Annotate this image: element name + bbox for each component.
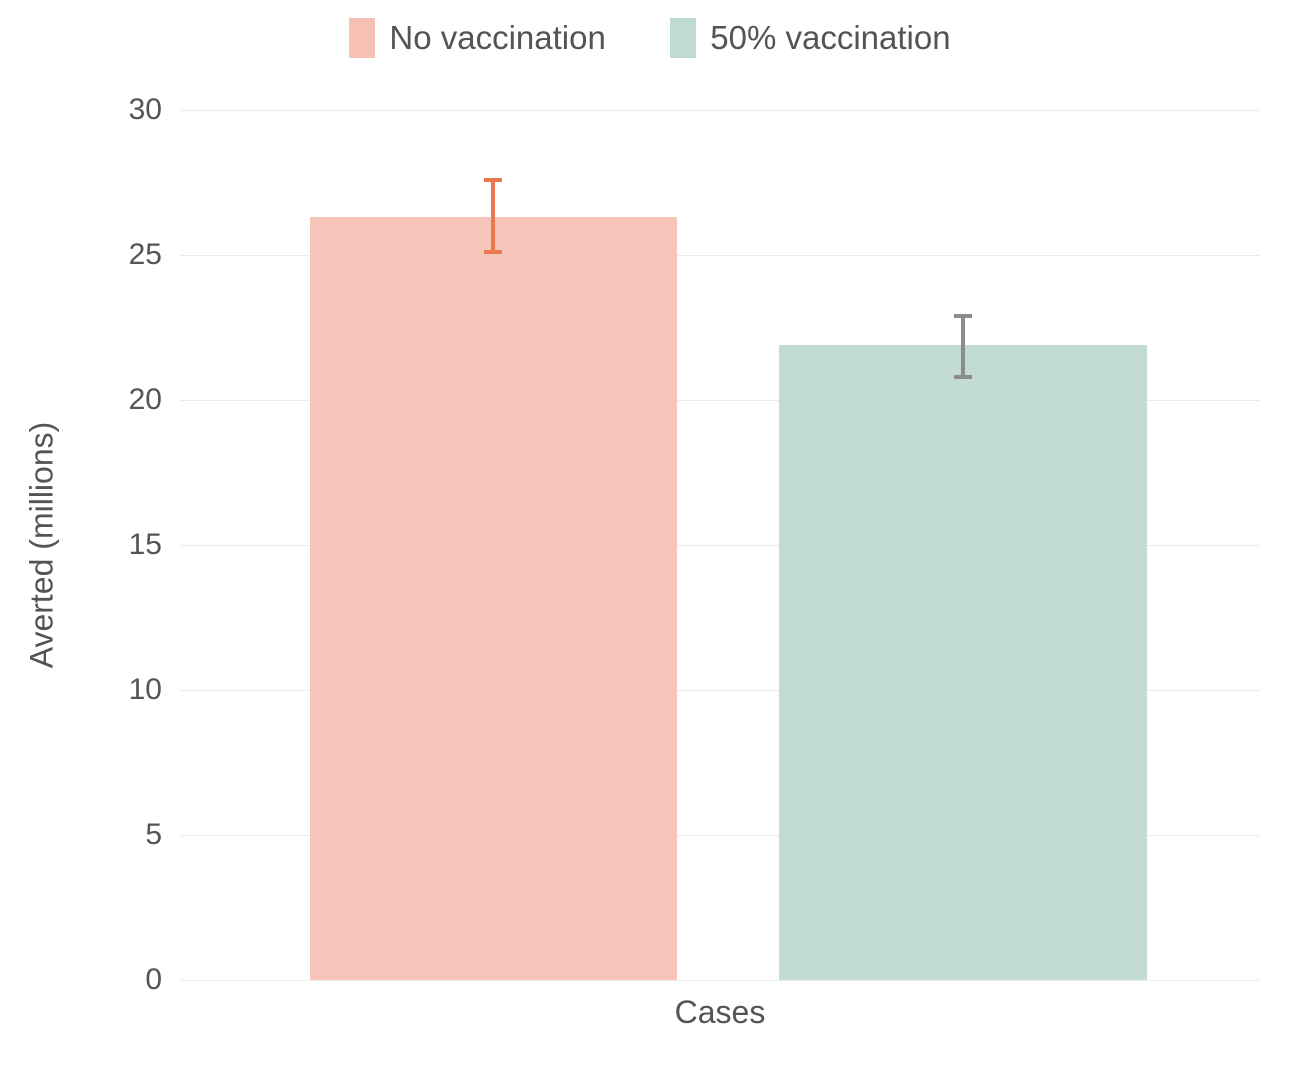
- legend-swatch-icon: [670, 18, 696, 58]
- plot-area: 051015202530Cases: [180, 110, 1260, 980]
- y-tick-label: 25: [129, 238, 162, 272]
- error-bar-50pct-vaccination: [961, 316, 965, 377]
- legend-label: No vaccination: [389, 19, 605, 57]
- error-cap-top-50pct-vaccination: [954, 314, 972, 318]
- bar-50pct-vaccination: [779, 345, 1146, 980]
- x-axis-title: Cases: [180, 994, 1260, 1031]
- legend-swatch-icon: [349, 18, 375, 58]
- legend-label: 50% vaccination: [710, 19, 950, 57]
- error-cap-top-no-vaccination: [484, 178, 502, 182]
- error-bar-no-vaccination: [491, 180, 495, 253]
- gridline: [180, 980, 1260, 981]
- y-axis-title: Averted (millions): [24, 422, 61, 669]
- error-cap-bottom-no-vaccination: [484, 250, 502, 254]
- legend-item-no-vaccination: No vaccination: [349, 18, 605, 58]
- y-tick-label: 0: [145, 963, 162, 997]
- chart-container: No vaccination 50% vaccination Averted (…: [0, 0, 1300, 1080]
- bar-no-vaccination: [310, 217, 677, 980]
- error-cap-bottom-50pct-vaccination: [954, 375, 972, 379]
- legend: No vaccination 50% vaccination: [0, 18, 1300, 63]
- y-tick-label: 30: [129, 93, 162, 127]
- y-tick-label: 15: [129, 528, 162, 562]
- y-tick-label: 10: [129, 673, 162, 707]
- y-tick-label: 20: [129, 383, 162, 417]
- legend-item-50pct-vaccination: 50% vaccination: [670, 18, 950, 58]
- gridline: [180, 110, 1260, 111]
- y-tick-label: 5: [145, 818, 162, 852]
